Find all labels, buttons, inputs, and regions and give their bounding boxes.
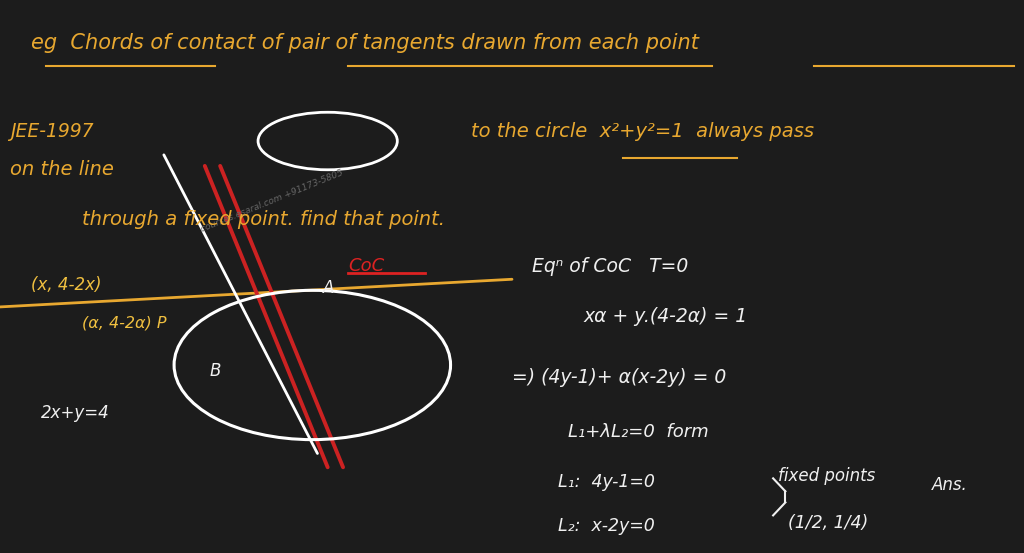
Text: eg  Chords of contact of pair of tangents drawn from each point: eg Chords of contact of pair of tangents… [31, 33, 698, 53]
Text: =) (4y-1)+ α(x-2y) = 0: =) (4y-1)+ α(x-2y) = 0 [512, 368, 726, 387]
Text: courses.esaral.com +91173-5805: courses.esaral.com +91173-5805 [200, 169, 345, 234]
Text: JEE-1997: JEE-1997 [10, 122, 94, 140]
Text: on the line: on the line [10, 160, 114, 179]
Text: (α, 4-2α) P: (α, 4-2α) P [82, 315, 167, 330]
Text: A: A [323, 279, 334, 298]
Text: 2x+y=4: 2x+y=4 [41, 404, 110, 422]
Text: B: B [210, 362, 221, 380]
Text: (x, 4-2x): (x, 4-2x) [31, 276, 101, 295]
Text: L₂:  x-2y=0: L₂: x-2y=0 [558, 517, 654, 535]
Text: CoC: CoC [348, 257, 384, 275]
Text: Eqⁿ of CoC   T=0: Eqⁿ of CoC T=0 [532, 257, 689, 276]
Text: xα + y.(4-2α) = 1: xα + y.(4-2α) = 1 [584, 307, 748, 326]
Text: L₁+λL₂=0  form: L₁+λL₂=0 form [568, 423, 709, 441]
Text: to the circle  x²+y²=1  always pass: to the circle x²+y²=1 always pass [471, 122, 814, 140]
Text: (1/2, 1/4): (1/2, 1/4) [788, 514, 868, 533]
Text: Ans.: Ans. [932, 476, 968, 494]
Text: through a fixed point. find that point.: through a fixed point. find that point. [82, 210, 444, 229]
Text: fixed points: fixed points [778, 467, 876, 486]
Text: L₁:  4y-1=0: L₁: 4y-1=0 [558, 473, 655, 491]
